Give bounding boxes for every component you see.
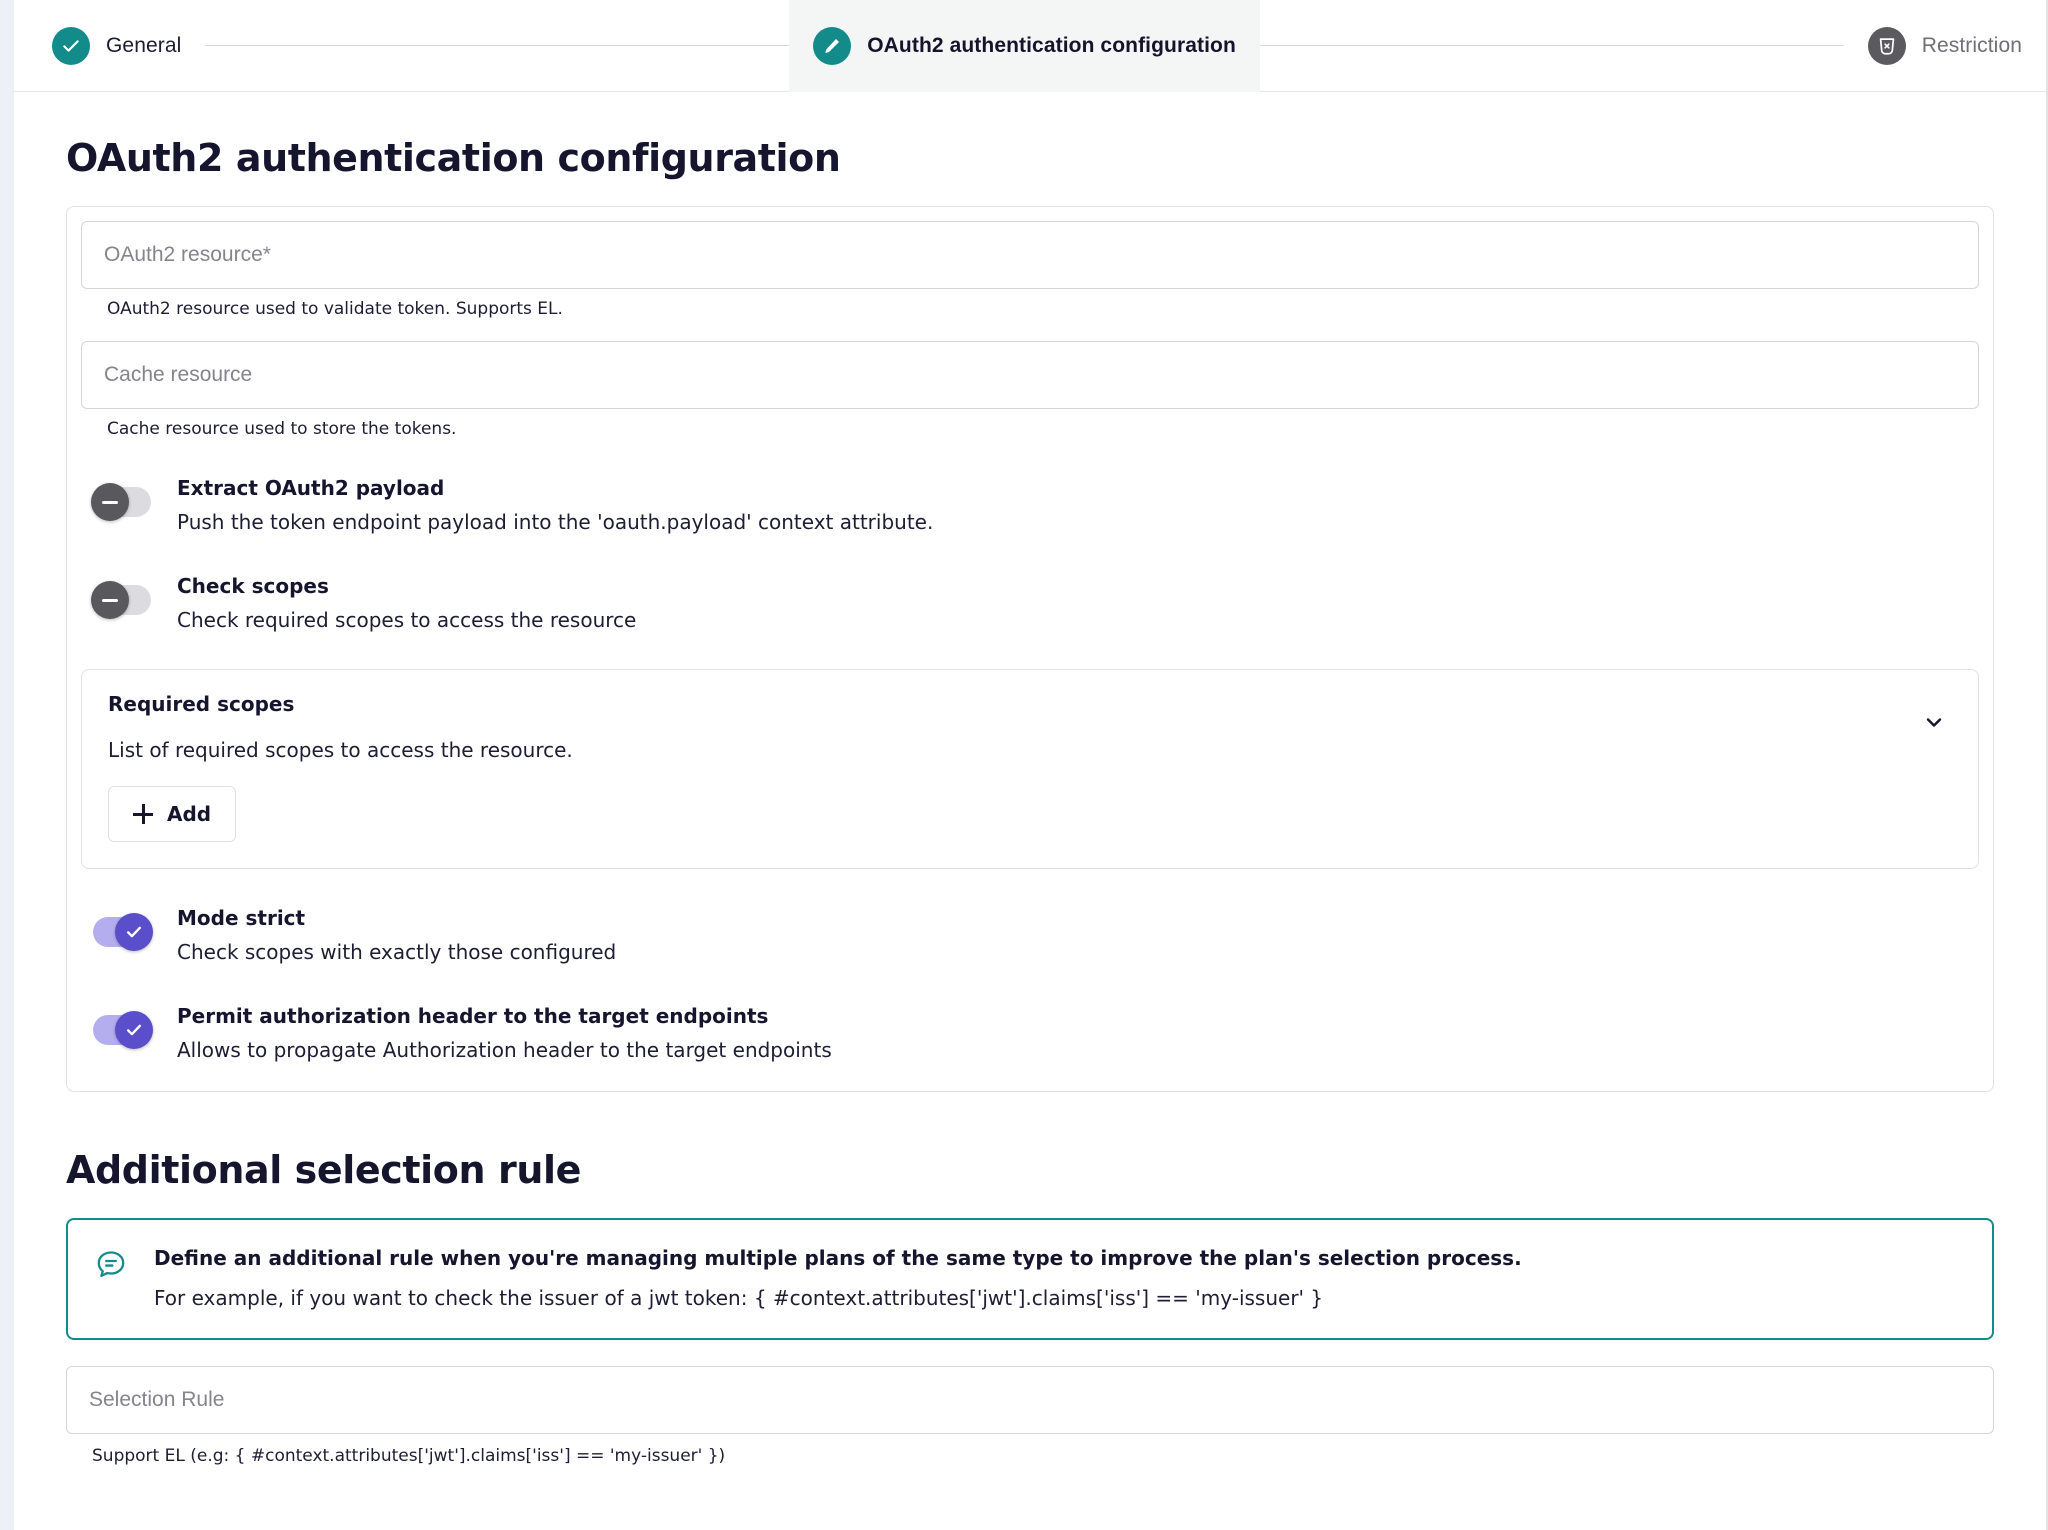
toggle-texts: Extract OAuth2 payload Push the token en… xyxy=(177,473,933,537)
additional-rule-title: Additional selection rule xyxy=(66,1148,581,1192)
extract-oauth2-payload-toggle[interactable] xyxy=(91,483,151,521)
mode-strict-toggle[interactable] xyxy=(93,913,153,951)
permit-authorization-header-title: Permit authorization header to the targe… xyxy=(177,1004,769,1028)
step-general-label: General xyxy=(106,34,182,57)
comment-info-icon xyxy=(94,1248,128,1287)
mode-strict-title: Mode strict xyxy=(177,906,306,930)
toggle-row-permit-authorization-header: Permit authorization header to the targe… xyxy=(81,1001,1979,1065)
check-scopes-description: Check required scopes to access the reso… xyxy=(177,608,637,632)
required-scopes-description: List of required scopes to access the re… xyxy=(108,738,573,762)
toggle-row-extract-oauth2-payload: Extract OAuth2 payload Push the token en… xyxy=(81,473,1979,537)
cache-resource-hint: Cache resource used to store the tokens. xyxy=(107,419,457,439)
check-icon xyxy=(52,27,90,65)
oauth2-resource-input[interactable] xyxy=(81,221,1979,289)
callout-primary-text: Define an additional rule when you're ma… xyxy=(154,1246,1522,1270)
wizard-stepper: General OAuth2 authentication configurat… xyxy=(14,0,2046,92)
callout-texts: Define an additional rule when you're ma… xyxy=(154,1244,1522,1312)
page-title: OAuth2 authentication configuration xyxy=(66,136,841,180)
toggle-texts: Mode strict Check scopes with exactly th… xyxy=(177,903,616,967)
check-icon xyxy=(126,926,141,938)
extract-oauth2-payload-description: Push the token endpoint payload into the… xyxy=(177,510,934,534)
required-scopes-title: Required scopes xyxy=(108,692,295,716)
step-connector-2 xyxy=(1259,45,1844,46)
toggle-texts: Permit authorization header to the targe… xyxy=(177,1001,832,1065)
check-scopes-toggle[interactable] xyxy=(91,581,151,619)
permit-authorization-header-description: Allows to propagate Authorization header… xyxy=(177,1038,832,1062)
main-content: OAuth2 authentication configuration OAut… xyxy=(14,136,2046,1466)
add-scope-button[interactable]: Add xyxy=(108,786,237,842)
toggle-knob xyxy=(115,913,153,951)
mode-strict-description: Check scopes with exactly those configur… xyxy=(177,940,617,964)
add-scope-button-label: Add xyxy=(167,802,212,826)
extract-oauth2-payload-title: Extract OAuth2 payload xyxy=(177,476,445,500)
selection-rule-input[interactable] xyxy=(66,1366,1994,1434)
step-oauth2-config[interactable]: OAuth2 authentication configuration xyxy=(789,0,1260,92)
check-icon xyxy=(126,1024,141,1036)
chevron-down-icon[interactable] xyxy=(1916,704,1952,740)
callout-secondary-text: For example, if you want to check the is… xyxy=(154,1286,1324,1310)
toggle-row-check-scopes: Check scopes Check required scopes to ac… xyxy=(81,571,1979,635)
page-content-area: General OAuth2 authentication configurat… xyxy=(14,0,2048,1530)
field-selection-rule: Support EL (e.g: { #context.attributes['… xyxy=(66,1366,1994,1466)
shield-x-icon xyxy=(1867,27,1906,65)
cache-resource-input[interactable] xyxy=(81,341,1979,409)
toggle-texts: Check scopes Check required scopes to ac… xyxy=(177,571,636,635)
toggle-knob xyxy=(91,483,129,521)
step-oauth2-config-label: OAuth2 authentication configuration xyxy=(867,34,1236,57)
toggle-knob xyxy=(115,1011,153,1049)
step-connector-1 xyxy=(205,45,790,46)
step-restriction-label: Restriction xyxy=(1921,34,2022,57)
minus-icon xyxy=(102,500,118,504)
oauth2-config-card: OAuth2 resource used to validate token. … xyxy=(66,206,1994,1092)
oauth2-resource-hint: OAuth2 resource used to validate token. … xyxy=(107,299,563,319)
check-scopes-title: Check scopes xyxy=(177,574,329,598)
additional-rule-callout: Define an additional rule when you're ma… xyxy=(66,1218,1994,1340)
required-scopes-panel: Required scopes List of required scopes … xyxy=(81,669,1979,869)
minus-icon xyxy=(102,598,118,602)
step-general[interactable]: General xyxy=(14,0,205,92)
pencil-icon xyxy=(813,27,852,65)
selection-rule-hint: Support EL (e.g: { #context.attributes['… xyxy=(92,1446,726,1466)
toggle-knob xyxy=(91,581,129,619)
step-restriction[interactable]: Restriction xyxy=(1844,0,2046,92)
field-cache-resource: Cache resource used to store the tokens. xyxy=(81,341,1979,439)
toggle-row-mode-strict: Mode strict Check scopes with exactly th… xyxy=(81,903,1979,967)
plus-icon xyxy=(133,804,153,824)
permit-authorization-header-toggle[interactable] xyxy=(93,1011,153,1049)
field-oauth2-resource: OAuth2 resource used to validate token. … xyxy=(81,221,1979,319)
